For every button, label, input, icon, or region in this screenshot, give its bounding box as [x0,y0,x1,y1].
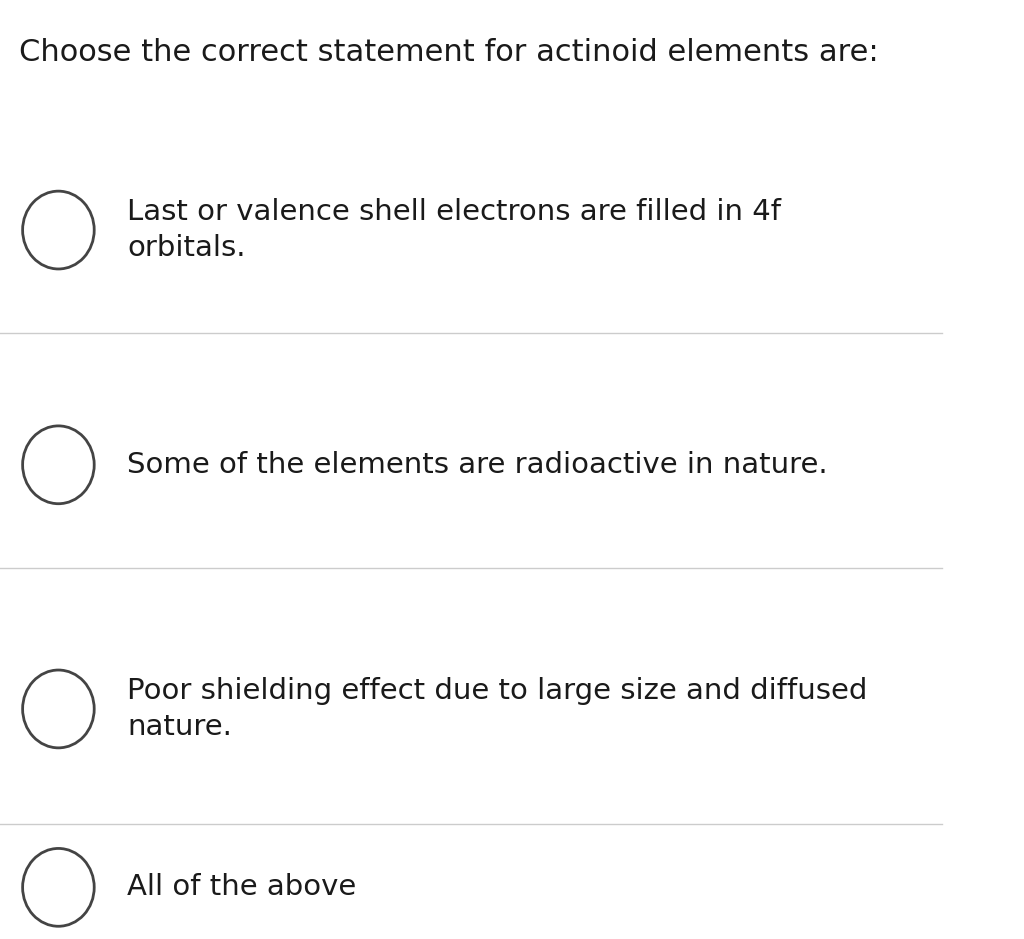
Text: Last or valence shell electrons are filled in 4f
orbitals.: Last or valence shell electrons are fill… [127,197,781,263]
Text: Poor shielding effect due to large size and diffused
nature.: Poor shielding effect due to large size … [127,676,867,742]
Text: Some of the elements are radioactive in nature.: Some of the elements are radioactive in … [127,451,827,479]
Text: All of the above: All of the above [127,873,356,901]
Text: Choose the correct statement for actinoid elements are:: Choose the correct statement for actinoi… [18,38,879,67]
